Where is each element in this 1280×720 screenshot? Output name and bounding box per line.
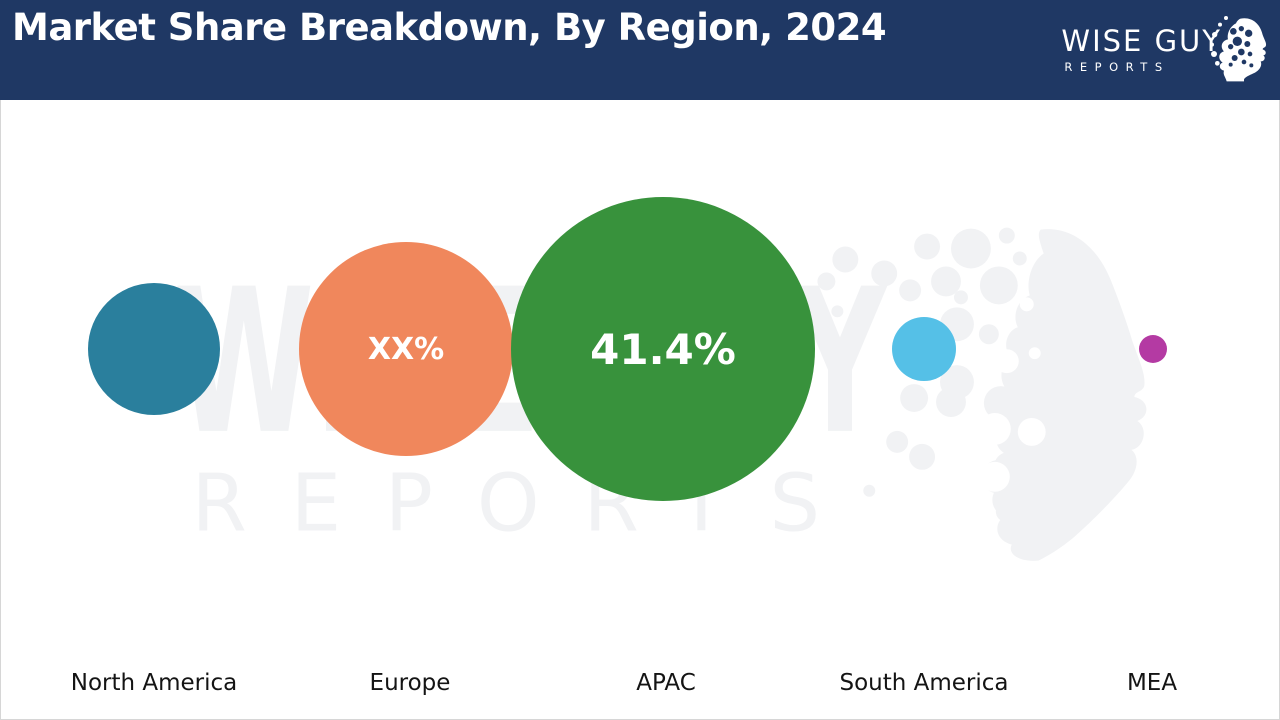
header-bar: Market Share Breakdown, By Region, 2024 … bbox=[0, 0, 1280, 100]
bubble-apac: 41.4% bbox=[511, 197, 815, 501]
brand-logo: WISE GUY REPORTS bbox=[1061, 0, 1270, 100]
bubble-value-label: 41.4% bbox=[590, 324, 736, 374]
category-label-south-america: South America bbox=[839, 670, 1009, 696]
bubble-value-label: XX% bbox=[367, 331, 445, 367]
bubble-mea bbox=[1139, 335, 1167, 363]
category-label-north-america: North America bbox=[70, 670, 238, 696]
brand-tagline: REPORTS bbox=[1064, 60, 1170, 75]
category-label-mea: MEA bbox=[1126, 670, 1178, 696]
watermark-reports-text: REPORTS bbox=[191, 457, 864, 550]
chart-area: WISE GUY REPORTS bbox=[0, 100, 1280, 720]
category-label-europe: Europe bbox=[369, 670, 451, 696]
watermark-head-icon bbox=[817, 227, 1147, 561]
bubble-europe: XX% bbox=[299, 242, 513, 456]
bubble-south-america bbox=[892, 317, 956, 381]
bubble-north-america bbox=[88, 283, 220, 415]
brand-name: WISE GUY bbox=[1061, 23, 1222, 58]
page-title: Market Share Breakdown, By Region, 2024 bbox=[12, 6, 887, 49]
category-label-apac: APAC bbox=[636, 670, 696, 696]
brand-head-icon bbox=[1210, 16, 1267, 82]
